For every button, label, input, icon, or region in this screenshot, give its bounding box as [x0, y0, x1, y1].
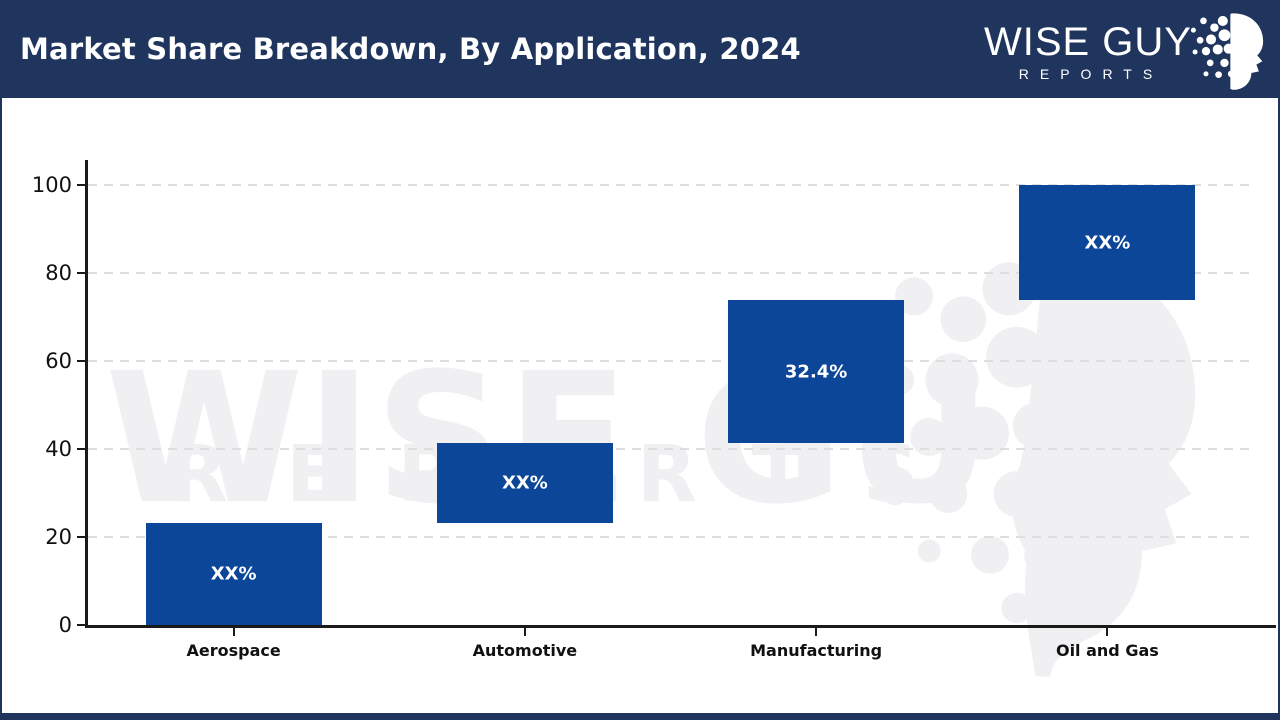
x-category-label: Manufacturing	[750, 641, 883, 660]
gridline-80	[88, 272, 1253, 274]
y-tick-label: 100	[31, 173, 72, 197]
bar-aerospace	[145, 522, 322, 625]
right-border	[1278, 0, 1280, 720]
wiseguy-logo-text: WISE GUY REPORTS	[984, 22, 1192, 82]
bar-oil-and-gas	[1019, 185, 1196, 301]
bar-value-label: 32.4%	[784, 361, 848, 383]
wiseguy-logo-brand: WISE GUY	[983, 20, 1192, 64]
y-tick-label: 20	[45, 525, 72, 549]
footer-bar	[0, 713, 1280, 720]
page-title: Market Share Breakdown, By Application, …	[20, 32, 801, 66]
gridline-60	[88, 360, 1253, 362]
y-tick-mark	[77, 624, 85, 626]
wiseguy-head-icon	[1184, 10, 1270, 98]
y-tick-label: 60	[45, 349, 72, 373]
gridline-20	[88, 536, 1253, 538]
y-tick-label: 40	[45, 437, 72, 461]
wiseguy-logo: WISE GUY REPORTS	[984, 8, 1270, 92]
header-bar: Market Share Breakdown, By Application, …	[0, 0, 1280, 98]
x-category-label: Automotive	[472, 641, 578, 660]
y-tick-mark	[77, 272, 85, 274]
bar-manufacturing	[728, 300, 905, 443]
bar-value-label: XX%	[210, 563, 257, 585]
y-tick-mark	[77, 536, 85, 538]
left-border	[0, 0, 2, 720]
x-category-label: Oil and Gas	[1055, 641, 1159, 660]
gridline-40	[88, 448, 1253, 450]
x-tick-mark	[232, 628, 235, 636]
y-tick-label: 80	[45, 261, 72, 285]
y-tick-label: 0	[58, 613, 72, 637]
x-category-label: Aerospace	[186, 641, 281, 660]
x-tick-mark	[1106, 628, 1109, 636]
y-tick-mark	[77, 184, 85, 186]
bar-value-label: XX%	[501, 472, 548, 494]
wiseguy-logo-sub: REPORTS	[1018, 66, 1164, 82]
gridline-100	[88, 184, 1253, 186]
bar-value-label: XX%	[1084, 232, 1131, 254]
bar-automotive	[436, 442, 613, 523]
x-tick-mark	[815, 628, 818, 636]
x-axis-line	[85, 625, 1276, 628]
watermark-head-icon	[838, 216, 1218, 700]
x-tick-mark	[523, 628, 526, 636]
y-axis-line	[85, 160, 88, 628]
y-tick-mark	[77, 360, 85, 362]
y-tick-mark	[77, 448, 85, 450]
